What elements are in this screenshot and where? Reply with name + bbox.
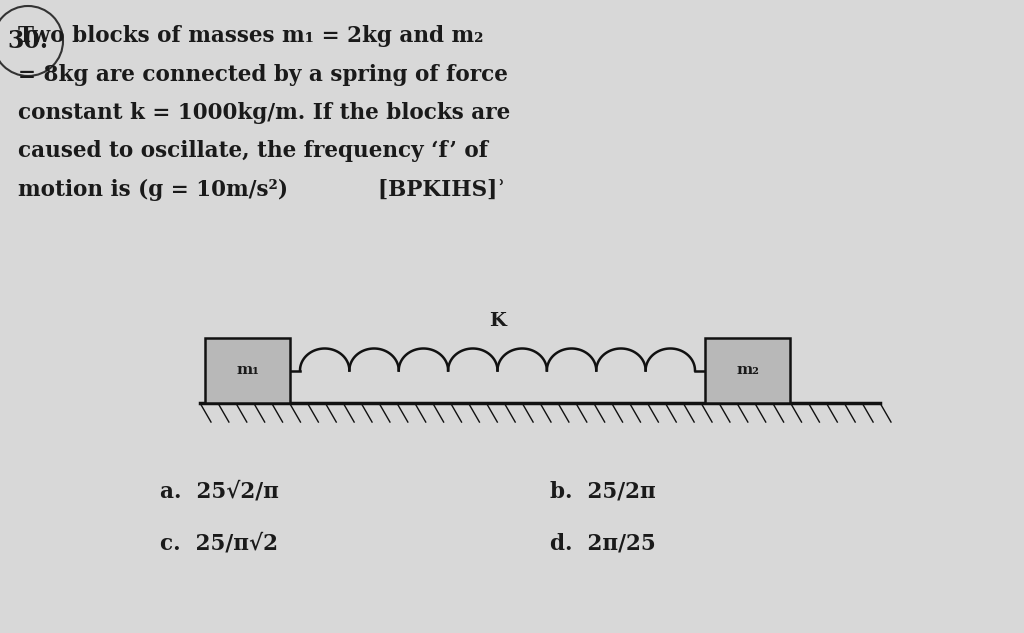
Text: c.  25/π√2: c. 25/π√2 bbox=[160, 533, 278, 555]
Text: constant k = 1000kg/m. If the blocks are: constant k = 1000kg/m. If the blocks are bbox=[18, 102, 510, 124]
Text: a.  25√2/π: a. 25√2/π bbox=[160, 481, 279, 503]
Text: d.  2π/25: d. 2π/25 bbox=[550, 533, 655, 555]
Bar bbox=[705, 338, 790, 403]
Text: b.  25/2π: b. 25/2π bbox=[550, 481, 655, 503]
Text: motion is (g = 10m/s²)            [BPKIHS]ʾ: motion is (g = 10m/s²) [BPKIHS]ʾ bbox=[18, 179, 505, 201]
Text: m₁: m₁ bbox=[237, 363, 259, 377]
Text: K: K bbox=[489, 313, 506, 330]
Text: m₂: m₂ bbox=[736, 363, 759, 377]
Text: 30.: 30. bbox=[7, 29, 48, 53]
Text: caused to oscillate, the frequency ‘f’ of: caused to oscillate, the frequency ‘f’ o… bbox=[18, 141, 488, 163]
Text: Two blocks of masses m₁ = 2kg and m₂: Two blocks of masses m₁ = 2kg and m₂ bbox=[18, 25, 483, 47]
Text: = 8kg are connected by a spring of force: = 8kg are connected by a spring of force bbox=[18, 63, 508, 85]
Bar bbox=[205, 338, 290, 403]
